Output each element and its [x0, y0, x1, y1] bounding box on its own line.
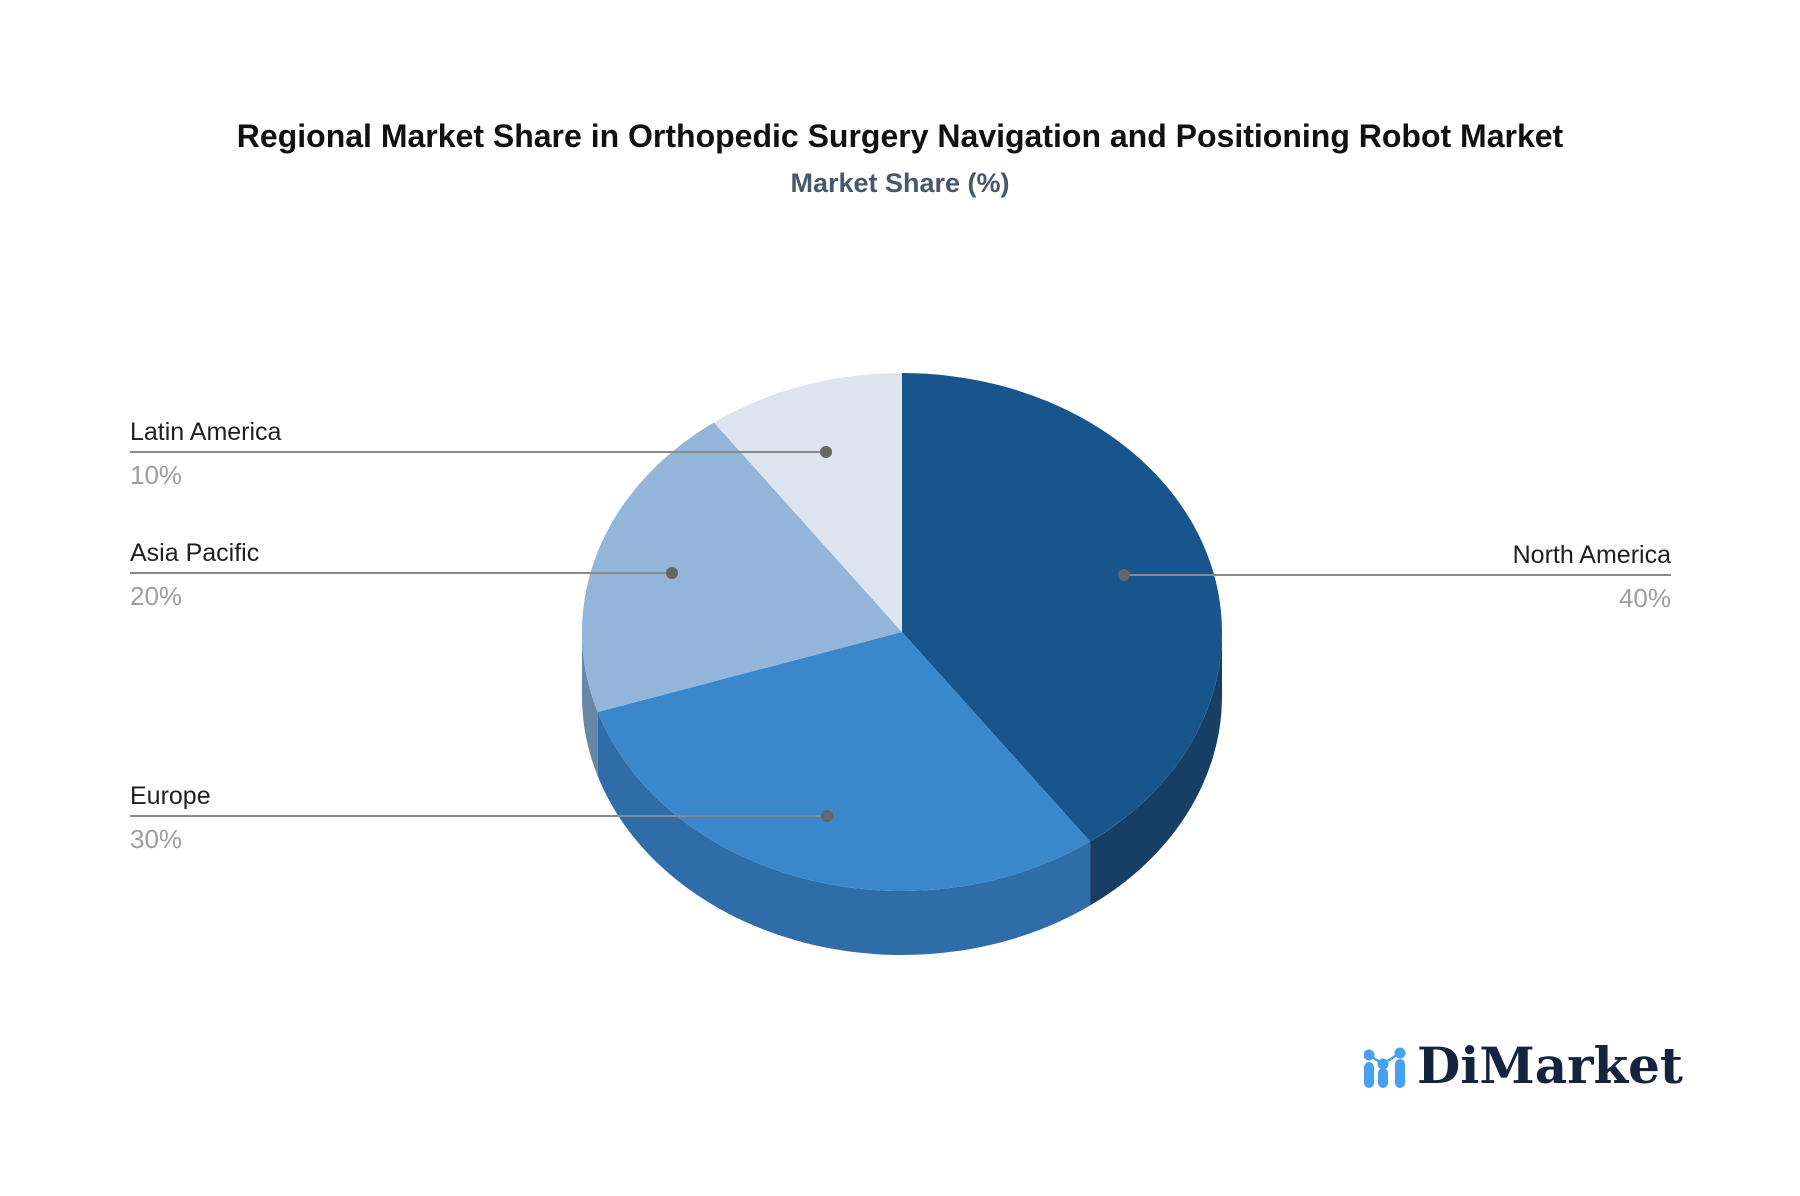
slice-value-europe: 30% — [130, 824, 183, 854]
chart-subtitle: Market Share (%) — [790, 168, 1010, 198]
pie-slice-latin-america[interactable] — [713, 373, 902, 632]
pie-side-north-america[interactable] — [1090, 632, 1222, 906]
bar-line-chart-icon — [1364, 1047, 1406, 1088]
slice-value-north-america: 40% — [1618, 583, 1671, 613]
slice-value-latin-america: 10% — [130, 460, 183, 490]
slice-label-latin-america: Latin America — [130, 418, 282, 446]
pie-side-asia-pacific[interactable] — [582, 632, 598, 777]
leader-line-latin-america — [130, 451, 826, 453]
pie-side-europe[interactable] — [597, 712, 1091, 956]
brand-logo: DiMarket — [1364, 1036, 1683, 1095]
slice-value-asia-pacific: 20% — [130, 581, 183, 611]
slice-label-europe: Europe — [130, 782, 211, 810]
slice-label-north-america: North America — [1512, 541, 1671, 569]
leader-line-europe — [130, 815, 827, 817]
slice-label-asia-pacific: Asia Pacific — [130, 539, 260, 567]
leader-dot-latin-america — [820, 446, 832, 458]
pie-slice-north-america[interactable] — [902, 373, 1222, 842]
leader-line-asia-pacific — [130, 572, 672, 574]
leader-line-north-america — [1124, 574, 1671, 576]
brand-logo-text: DiMarket — [1417, 1036, 1683, 1095]
leader-dot-north-america — [1118, 569, 1130, 581]
chart-title: Regional Market Share in Orthopedic Surg… — [236, 118, 1564, 154]
pie-slice-asia-pacific[interactable] — [582, 422, 902, 713]
pie-slice-europe[interactable] — [597, 632, 1091, 891]
leader-dot-asia-pacific — [666, 567, 678, 579]
leader-dot-europe — [821, 810, 833, 822]
